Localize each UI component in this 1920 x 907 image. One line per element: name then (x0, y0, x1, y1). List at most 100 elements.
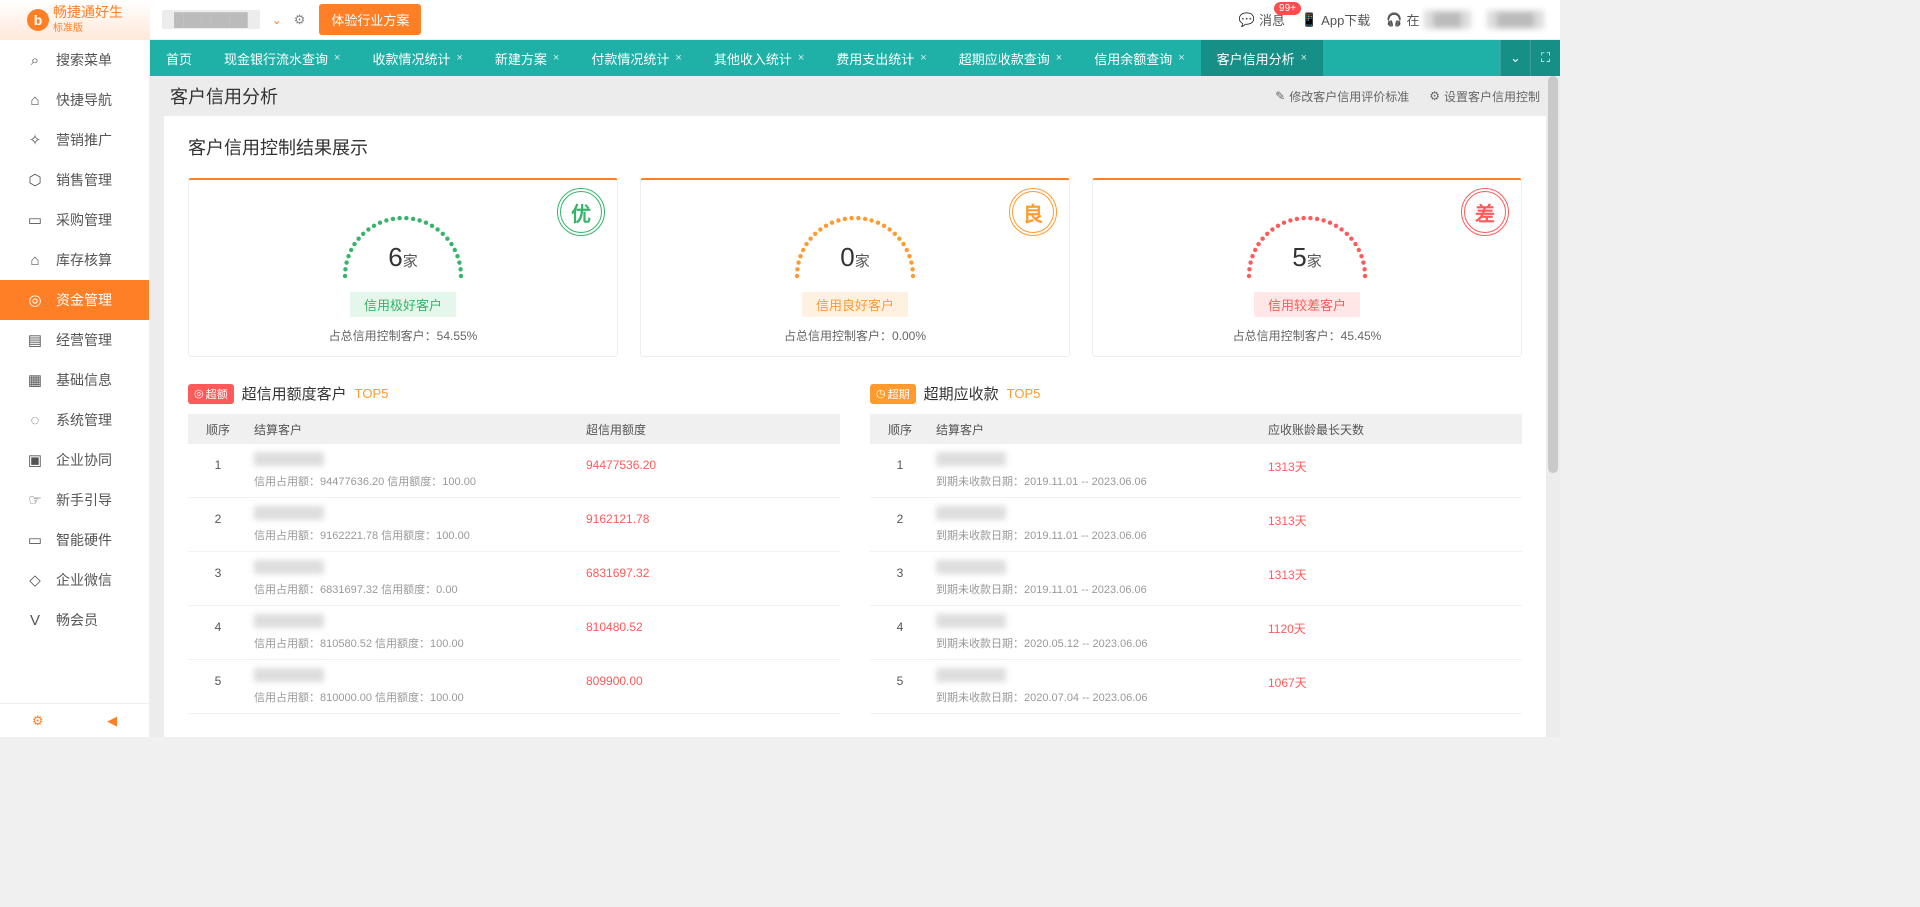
tab-close-icon[interactable]: × (334, 52, 340, 64)
settings-gear-icon[interactable]: ⚙ (294, 12, 306, 28)
gauge-label: 信用较差客户 (1254, 292, 1360, 317)
logo[interactable]: b 畅捷通好生 标准版 (0, 0, 150, 40)
sidebar-label: 库存核算 (56, 250, 112, 270)
gauge-pct: 占总信用控制客户：0.00% (651, 327, 1059, 344)
tab-close-icon[interactable]: × (1301, 52, 1307, 64)
sidebar-item-10[interactable]: ▣企业协同 (0, 440, 149, 480)
sidebar-item-13[interactable]: ◇企业微信 (0, 560, 149, 600)
customer-name-blurred (936, 506, 1006, 520)
tab-close-icon[interactable]: × (675, 52, 681, 64)
support-link[interactable]: 🎧 在 ███ (1386, 10, 1471, 29)
sidebar-label: 企业协同 (56, 450, 112, 470)
over-credit-badge: ◎ 超额 (188, 384, 234, 404)
row-value: 1067天 (1262, 668, 1522, 691)
sidebar-item-0[interactable]: ⌕搜索菜单 (0, 40, 149, 80)
user-menu-blurred[interactable]: ████ (1487, 10, 1544, 29)
overdue-table-header: 顺序 结算客户 应收账龄最长天数 (870, 414, 1522, 444)
row-subtext: 到期未收款日期：2019.11.01 -- 2023.06.06 (936, 473, 1256, 489)
row-subtext: 到期未收款日期：2019.11.01 -- 2023.06.06 (936, 581, 1256, 597)
tab-close-icon[interactable]: × (1178, 52, 1184, 64)
page-title: 客户信用分析 (170, 83, 278, 109)
gauge-good: 6家 (323, 196, 483, 286)
tab-费用支出统计[interactable]: 费用支出统计× (820, 40, 942, 76)
sidebar-item-12[interactable]: ▭智能硬件 (0, 520, 149, 560)
over-credit-suffix: TOP5 (355, 386, 389, 401)
sidebar-item-5[interactable]: ⌂库存核算 (0, 240, 149, 280)
sidebar-item-4[interactable]: ▭采购管理 (0, 200, 149, 240)
sidebar-item-1[interactable]: ⌂快捷导航 (0, 80, 149, 120)
sidebar-icon: ◇ (26, 571, 44, 589)
row-value: 94477536.20 (580, 452, 840, 472)
tab-客户信用分析[interactable]: 客户信用分析× (1201, 40, 1323, 76)
table-row: 1到期未收款日期：2019.11.01 -- 2023.06.061313天 (870, 444, 1522, 498)
gauge-card-good: 优6家信用极好客户占总信用控制客户：54.55% (188, 178, 618, 357)
tab-fullscreen-icon[interactable]: ⛶ (1530, 40, 1560, 76)
gauge-count: 6家 (323, 242, 483, 273)
sidebar-icon: ☞ (26, 491, 44, 509)
sidebar-item-11[interactable]: ☞新手引导 (0, 480, 149, 520)
tab-新建方案[interactable]: 新建方案× (479, 40, 575, 76)
tab-close-icon[interactable]: × (456, 52, 462, 64)
gauge-count: 5家 (1227, 242, 1387, 273)
tab-超期应收款查询[interactable]: 超期应收款查询× (943, 40, 1078, 76)
top5-section: ◎ 超额 超信用额度客户 TOP5 顺序 结算客户 超信用额度 1信用占用额：9… (188, 383, 1522, 714)
customer-name-blurred (936, 614, 1006, 628)
row-customer: 到期未收款日期：2020.05.12 -- 2023.06.06 (930, 614, 1262, 651)
messages-badge: 99+ (1274, 2, 1301, 15)
overdue-suffix: TOP5 (1007, 386, 1041, 401)
customer-name-blurred (254, 668, 324, 682)
app-download-link[interactable]: 📱 App下载 (1301, 10, 1370, 29)
tab-dropdown-icon[interactable]: ⌄ (1500, 40, 1530, 76)
tab-close-icon[interactable]: × (1056, 52, 1062, 64)
tab-其他收入统计[interactable]: 其他收入统计× (698, 40, 820, 76)
customer-name-blurred (254, 560, 324, 574)
scrollbar-thumb[interactable] (1548, 76, 1558, 473)
sidebar-icon: ◌ (26, 412, 44, 429)
page-scrollbar[interactable] (1548, 76, 1558, 737)
sidebar-item-3[interactable]: ⬡销售管理 (0, 160, 149, 200)
col-value: 超信用额度 (580, 421, 840, 438)
row-index: 4 (188, 614, 248, 634)
sidebar-icon: ▭ (26, 211, 44, 229)
tab-付款情况统计[interactable]: 付款情况统计× (575, 40, 697, 76)
sidebar-label: 基础信息 (56, 370, 112, 390)
gauge-label: 信用良好客户 (802, 292, 908, 317)
tab-close-icon[interactable]: × (920, 52, 926, 64)
app-download-label: App下载 (1321, 10, 1370, 29)
sidebar-item-14[interactable]: V畅会员 (0, 600, 149, 640)
tab-close-icon[interactable]: × (553, 52, 559, 64)
sidebar-item-9[interactable]: ◌系统管理 (0, 400, 149, 440)
chat-icon: 💬 (1239, 12, 1255, 28)
messages-link[interactable]: 💬 消息 99+ (1239, 10, 1285, 29)
table-row: 4到期未收款日期：2020.05.12 -- 2023.06.061120天 (870, 606, 1522, 660)
over-credit-rows: 1信用占用额：94477636.20 信用额度：100.0094477536.2… (188, 444, 840, 714)
row-subtext: 信用占用额：94477636.20 信用额度：100.00 (254, 473, 574, 489)
sidebar-collapse-icon[interactable]: ◀ (107, 713, 117, 729)
row-index: 5 (188, 668, 248, 688)
sidebar-item-8[interactable]: ▦基础信息 (0, 360, 149, 400)
headset-icon: 🎧 (1386, 12, 1402, 28)
company-selector[interactable]: ████████ (162, 10, 260, 29)
tab-close-icon[interactable]: × (798, 52, 804, 64)
sidebar-settings-icon[interactable]: ⚙ (32, 713, 44, 729)
stamp-good: 优 (557, 188, 605, 236)
col-index: 顺序 (188, 421, 248, 438)
row-value: 6831697.32 (580, 560, 840, 580)
sidebar-label: 销售管理 (56, 170, 112, 190)
row-index: 2 (870, 506, 930, 526)
sidebar-item-7[interactable]: ▤经营管理 (0, 320, 149, 360)
tab-信用余额查询[interactable]: 信用余额查询× (1078, 40, 1200, 76)
sidebar-label: 搜索菜单 (56, 50, 112, 70)
company-chevron-icon[interactable]: ⌄ (272, 13, 282, 27)
sidebar-label: 经营管理 (56, 330, 112, 350)
edit-criteria-link[interactable]: ✎ 修改客户信用评价标准 (1275, 88, 1409, 105)
tab-bar: 首页现金银行流水查询×收款情况统计×新建方案×付款情况统计×其他收入统计×费用支… (150, 40, 1560, 76)
tab-收款情况统计[interactable]: 收款情况统计× (356, 40, 478, 76)
sidebar-item-2[interactable]: ✧营销推广 (0, 120, 149, 160)
sidebar-item-6[interactable]: ◎资金管理 (0, 280, 149, 320)
tab-现金银行流水查询[interactable]: 现金银行流水查询× (208, 40, 356, 76)
tab-首页[interactable]: 首页 (150, 40, 208, 76)
set-control-link[interactable]: ⚙ 设置客户信用控制 (1429, 88, 1540, 105)
cta-button[interactable]: 体验行业方案 (319, 4, 421, 35)
row-subtext: 信用占用额：9162221.78 信用额度：100.00 (254, 527, 574, 543)
